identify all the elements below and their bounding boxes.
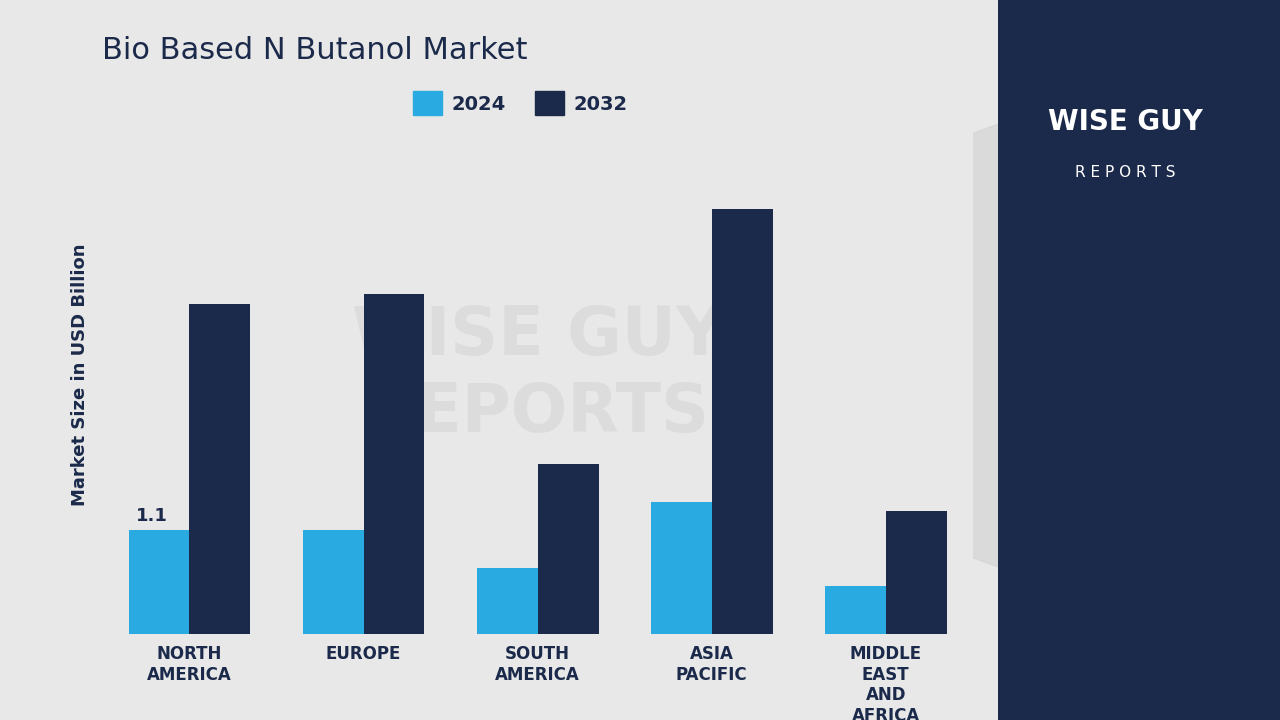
Bar (128, 530, 189, 634)
Bar (538, 464, 599, 634)
Bar (364, 294, 425, 634)
Bar (302, 530, 364, 634)
Y-axis label: Market Size in USD Billion: Market Size in USD Billion (70, 243, 88, 505)
Bar (712, 210, 773, 634)
Text: R E P O R T S: R E P O R T S (1075, 166, 1175, 180)
Text: Bio Based N Butanol Market: Bio Based N Butanol Market (102, 36, 527, 65)
Text: WISE GUY: WISE GUY (1048, 109, 1202, 136)
Bar (476, 567, 538, 634)
Bar (824, 587, 886, 634)
Text: WISE GUY
REPORTS: WISE GUY REPORTS (352, 303, 723, 446)
Bar (886, 511, 947, 634)
Bar (650, 502, 712, 634)
Legend: 2024, 2032: 2024, 2032 (404, 84, 636, 122)
Text: 1.1: 1.1 (137, 507, 168, 525)
Bar (189, 304, 251, 634)
